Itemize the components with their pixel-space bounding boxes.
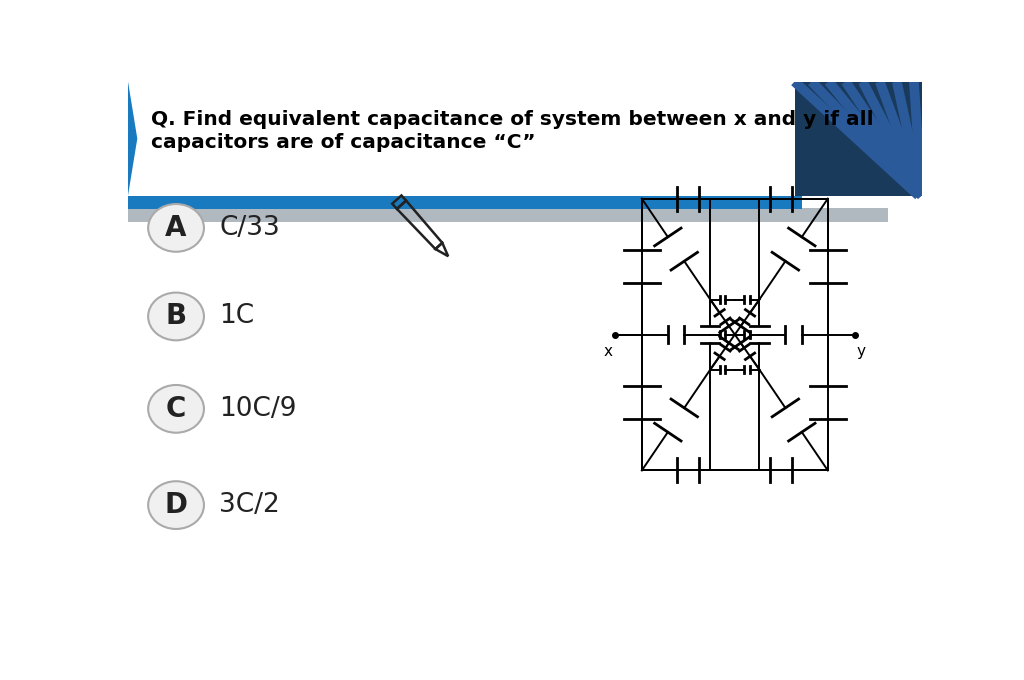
Polygon shape bbox=[795, 82, 922, 196]
Text: y: y bbox=[857, 344, 865, 359]
Text: D: D bbox=[165, 491, 187, 519]
Bar bbox=[128, 82, 795, 196]
Ellipse shape bbox=[148, 204, 204, 252]
Text: B: B bbox=[166, 303, 186, 330]
Text: Q. Find equivalent capacitance of system between x and y if all: Q. Find equivalent capacitance of system… bbox=[152, 110, 873, 129]
Text: 1C: 1C bbox=[219, 303, 255, 329]
Ellipse shape bbox=[148, 481, 204, 529]
Bar bbox=[128, 208, 888, 222]
Text: A: A bbox=[165, 214, 186, 242]
Ellipse shape bbox=[148, 292, 204, 340]
Text: C: C bbox=[166, 395, 186, 423]
Text: C/33: C/33 bbox=[219, 215, 281, 241]
Text: 3C/2: 3C/2 bbox=[219, 492, 281, 518]
Text: capacitors are of capacitance “C”: capacitors are of capacitance “C” bbox=[152, 133, 536, 152]
Ellipse shape bbox=[148, 385, 204, 432]
Text: 10C/9: 10C/9 bbox=[219, 396, 297, 422]
Polygon shape bbox=[128, 82, 137, 196]
Bar bbox=[128, 196, 802, 209]
Text: x: x bbox=[604, 344, 613, 359]
